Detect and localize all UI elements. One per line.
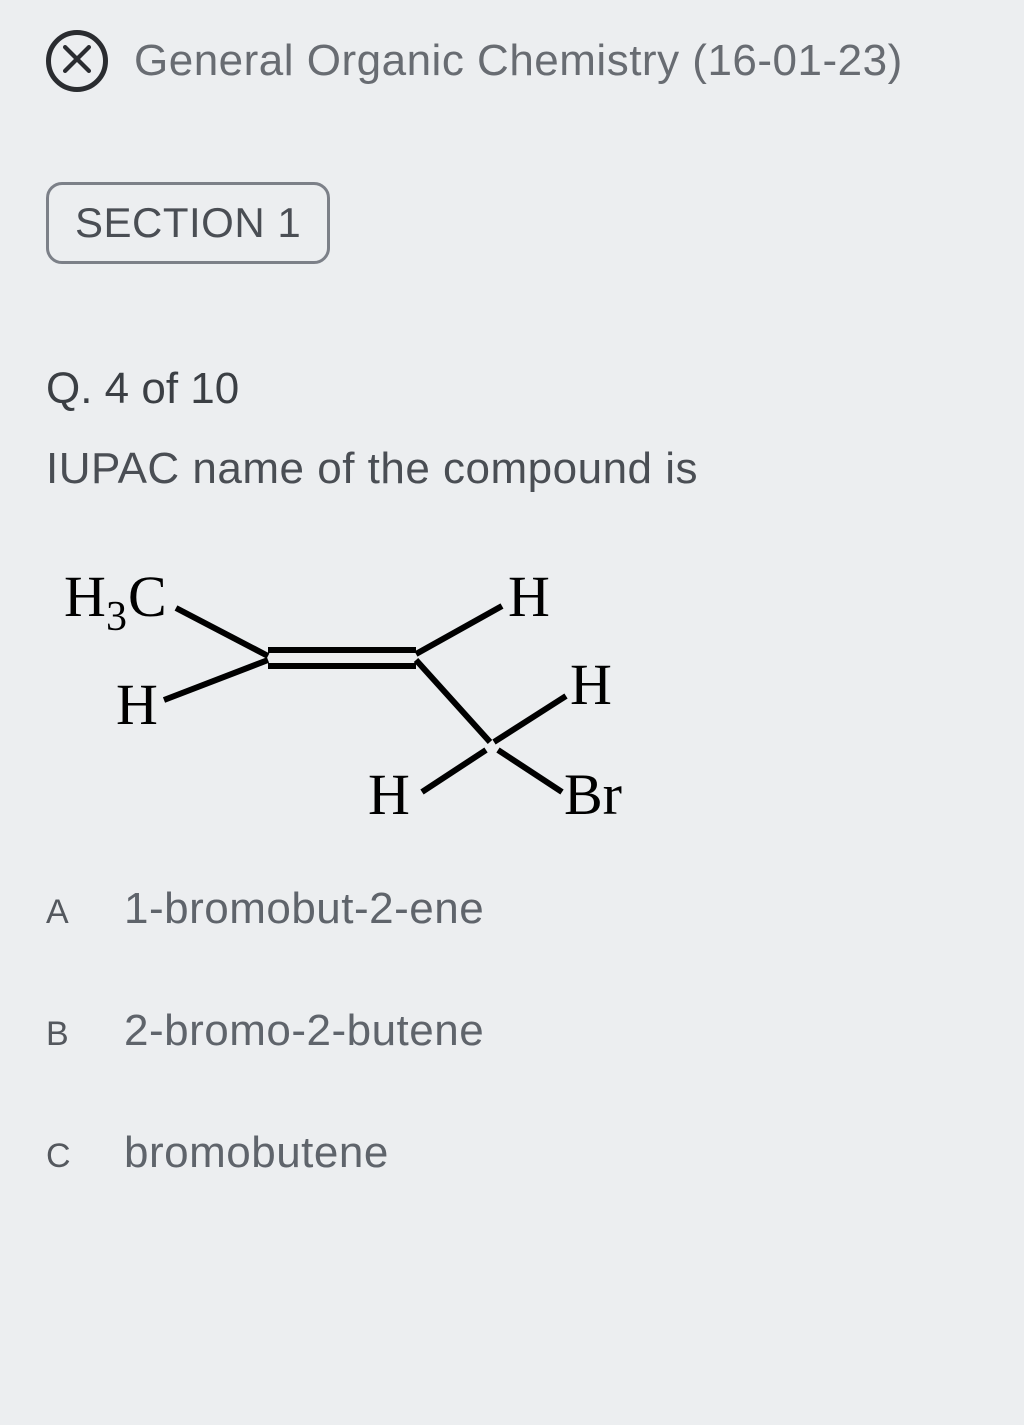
close-icon: [60, 42, 94, 81]
option-text: 2-bromo-2-butene: [124, 1006, 484, 1056]
close-button[interactable]: [46, 30, 108, 92]
svg-text:H: H: [368, 762, 410, 824]
option-letter: B: [46, 1015, 86, 1054]
svg-text:H: H: [64, 564, 106, 629]
svg-text:H: H: [508, 564, 550, 629]
option-c[interactable]: C bromobutene: [46, 1128, 994, 1178]
option-text: 1-bromobut-2-ene: [124, 884, 484, 934]
option-text: bromobutene: [124, 1128, 389, 1178]
option-letter: A: [46, 893, 86, 932]
options-list: A 1-bromobut-2-ene B 2-bromo-2-butene C …: [46, 884, 994, 1178]
svg-text:3: 3: [106, 594, 127, 640]
option-letter: C: [46, 1137, 86, 1176]
svg-text:H: H: [116, 672, 158, 737]
svg-text:Br: Br: [564, 762, 622, 824]
option-b[interactable]: B 2-bromo-2-butene: [46, 1006, 994, 1056]
question-stem: IUPAC name of the compound is: [46, 444, 994, 494]
question-counter: Q. 4 of 10: [46, 364, 994, 414]
svg-text:C: C: [128, 564, 167, 629]
page-title: General Organic Chemistry (16-01-23): [134, 36, 903, 86]
compound-diagram: H 3 C H H H H Br: [56, 564, 656, 824]
svg-text:H: H: [570, 652, 612, 717]
option-a[interactable]: A 1-bromobut-2-ene: [46, 884, 994, 934]
section-button[interactable]: SECTION 1: [46, 182, 330, 264]
header: General Organic Chemistry (16-01-23): [46, 30, 994, 92]
